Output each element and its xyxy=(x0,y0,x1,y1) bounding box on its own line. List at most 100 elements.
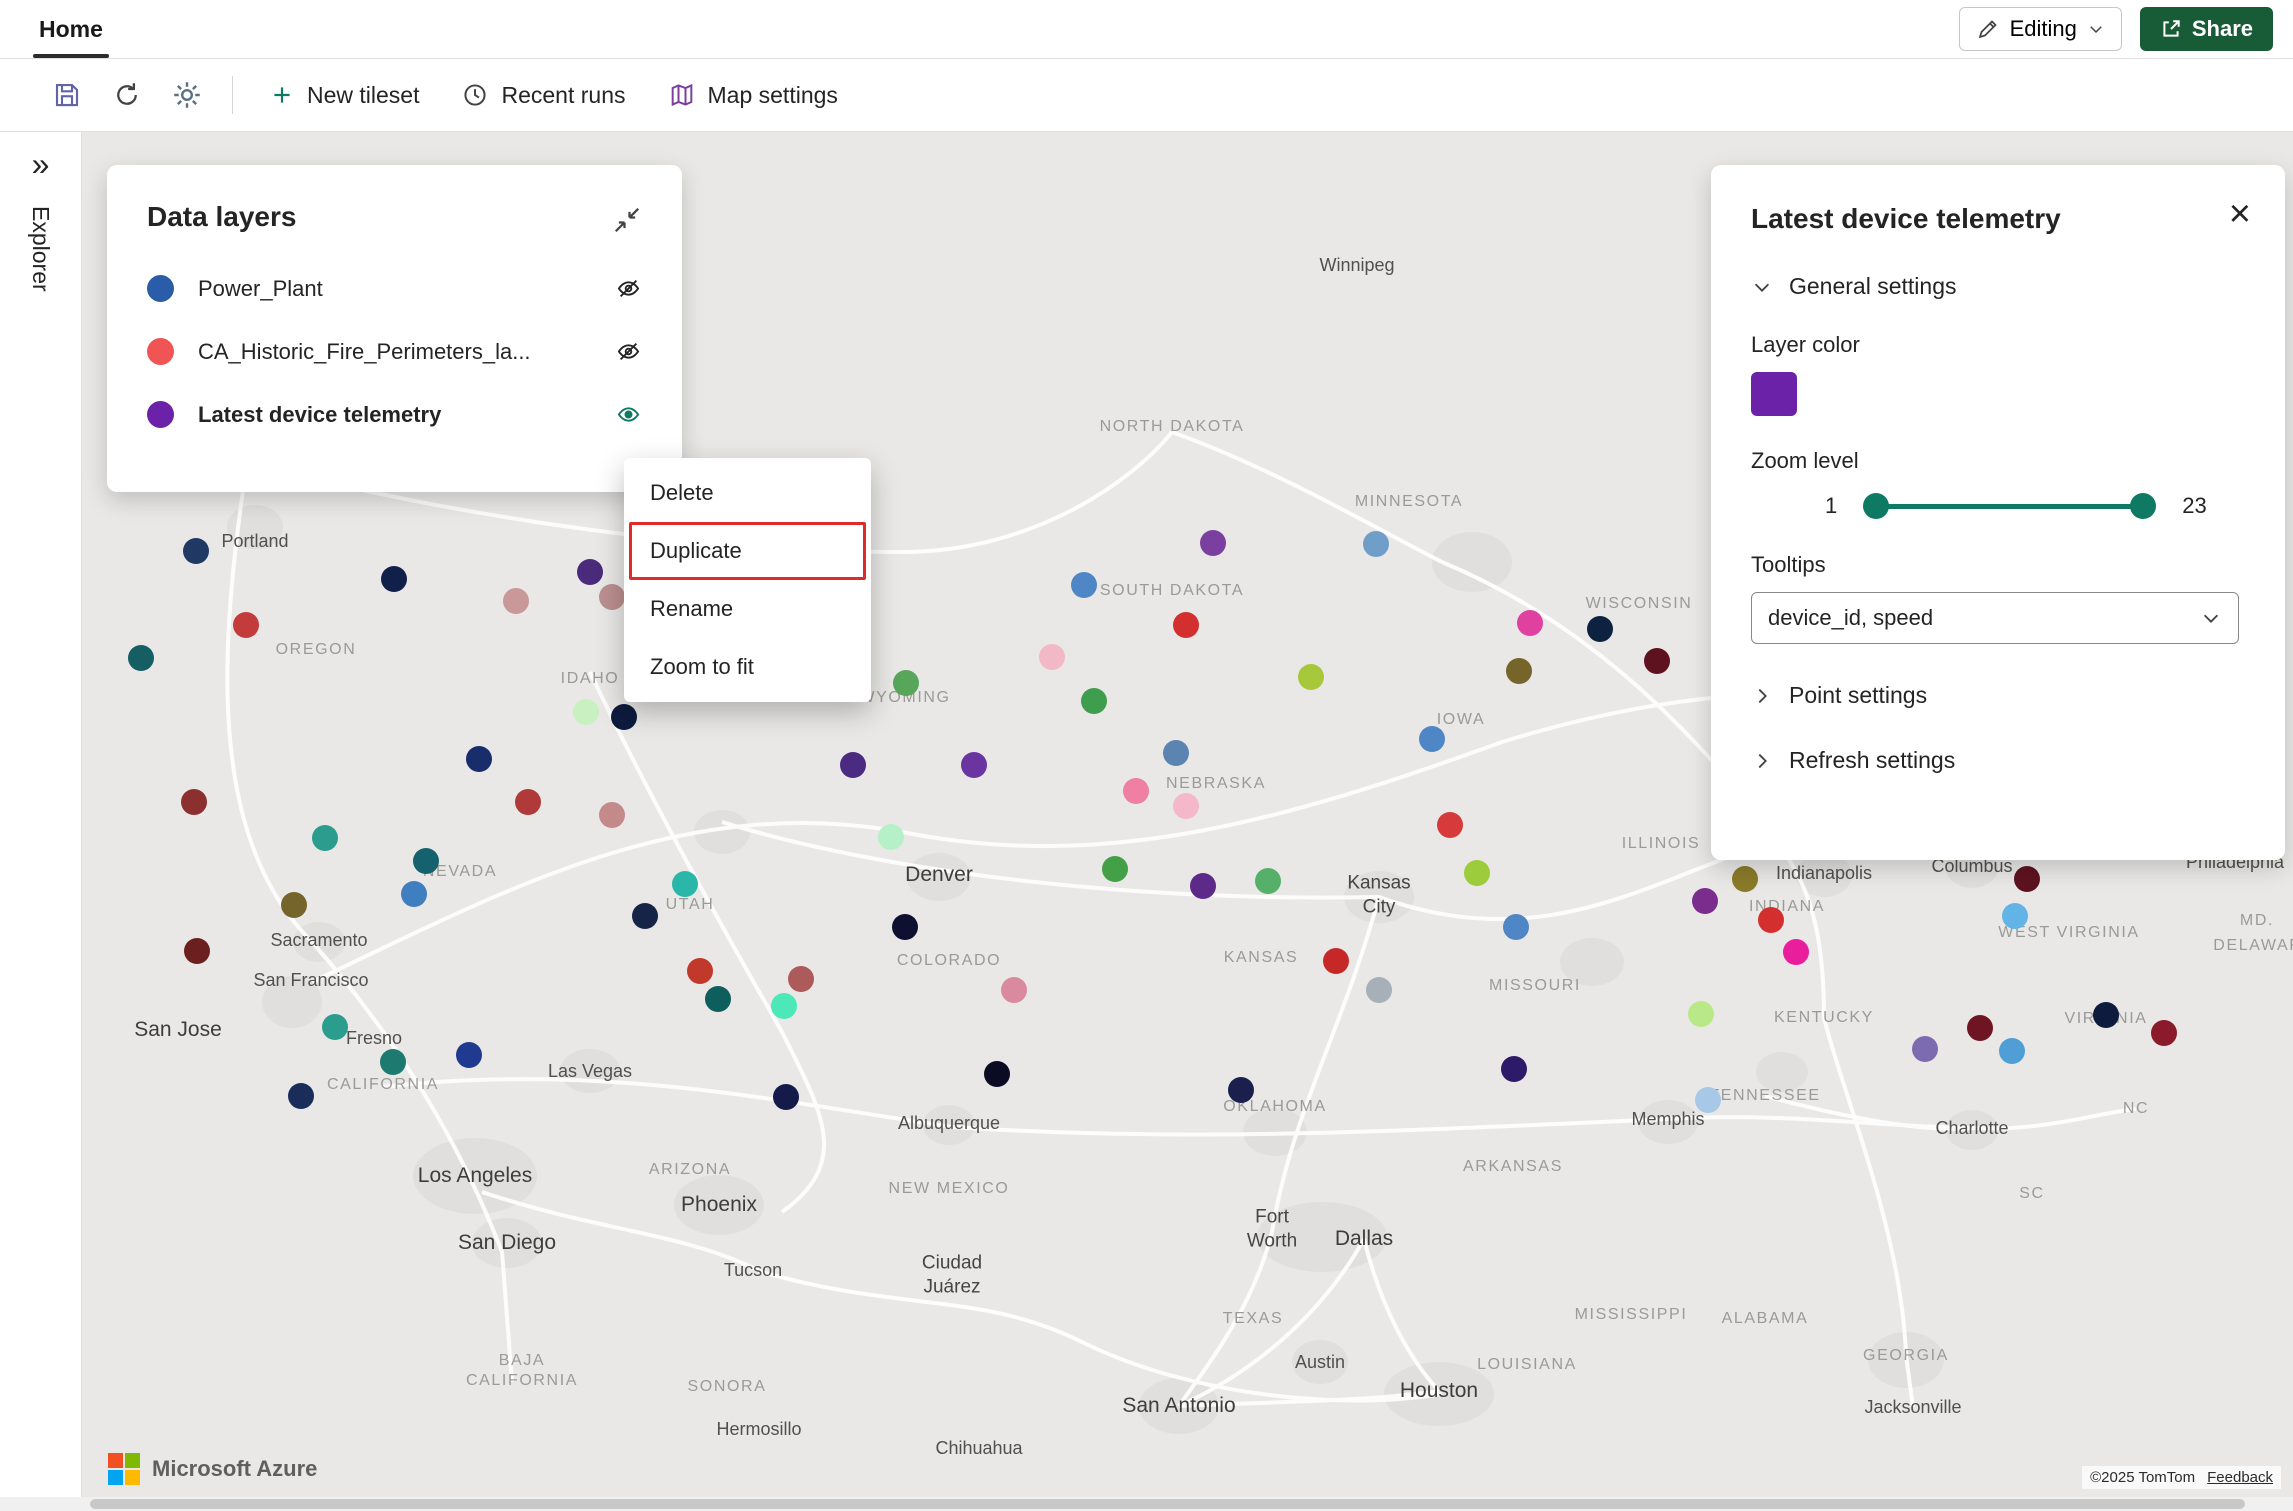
telemetry-point[interactable] xyxy=(1363,531,1389,557)
menu-item-duplicate[interactable]: Duplicate xyxy=(629,522,866,580)
telemetry-point[interactable] xyxy=(773,1084,799,1110)
telemetry-point[interactable] xyxy=(1912,1036,1938,1062)
telemetry-point[interactable] xyxy=(413,848,439,874)
telemetry-point[interactable] xyxy=(892,914,918,940)
telemetry-point[interactable] xyxy=(577,559,603,585)
telemetry-point[interactable] xyxy=(1695,1087,1721,1113)
telemetry-point[interactable] xyxy=(984,1061,1010,1087)
telemetry-point[interactable] xyxy=(1517,610,1543,636)
recent-runs-button[interactable]: Recent runs xyxy=(443,68,643,122)
telemetry-point[interactable] xyxy=(1732,866,1758,892)
telemetry-point[interactable] xyxy=(705,986,731,1012)
layer-row[interactable]: Latest device telemetry xyxy=(147,401,642,428)
telemetry-point[interactable] xyxy=(1039,644,1065,670)
zoom-slider[interactable] xyxy=(1863,492,2157,520)
telemetry-point[interactable] xyxy=(788,966,814,992)
refresh-icon[interactable] xyxy=(100,68,154,122)
telemetry-point[interactable] xyxy=(1692,888,1718,914)
telemetry-point[interactable] xyxy=(381,566,407,592)
zoom-slider-handle-min[interactable] xyxy=(1863,493,1890,519)
telemetry-point[interactable] xyxy=(128,645,154,671)
telemetry-point[interactable] xyxy=(2151,1020,2177,1046)
visibility-off-icon[interactable] xyxy=(615,338,642,365)
telemetry-point[interactable] xyxy=(181,789,207,815)
telemetry-point[interactable] xyxy=(1688,1001,1714,1027)
collapse-icon[interactable] xyxy=(612,205,642,240)
telemetry-point[interactable] xyxy=(1503,914,1529,940)
menu-item-zoom-to-fit[interactable]: Zoom to fit xyxy=(629,638,866,696)
telemetry-point[interactable] xyxy=(961,752,987,778)
telemetry-point[interactable] xyxy=(1163,740,1189,766)
telemetry-point[interactable] xyxy=(288,1083,314,1109)
new-tileset-button[interactable]: New tileset xyxy=(251,68,437,122)
telemetry-point[interactable] xyxy=(2093,1002,2119,1028)
telemetry-point[interactable] xyxy=(1071,572,1097,598)
telemetry-point[interactable] xyxy=(466,746,492,772)
telemetry-point[interactable] xyxy=(1587,616,1613,642)
telemetry-point[interactable] xyxy=(893,670,919,696)
telemetry-point[interactable] xyxy=(1255,868,1281,894)
telemetry-point[interactable] xyxy=(1001,977,1027,1003)
telemetry-point[interactable] xyxy=(515,789,541,815)
telemetry-point[interactable] xyxy=(184,938,210,964)
layer-color-swatch[interactable] xyxy=(1751,372,1797,416)
editing-dropdown-button[interactable]: Editing xyxy=(1958,7,2122,51)
telemetry-point[interactable] xyxy=(503,588,529,614)
telemetry-point[interactable] xyxy=(380,1049,406,1075)
telemetry-point[interactable] xyxy=(281,892,307,918)
telemetry-point[interactable] xyxy=(322,1014,348,1040)
tooltips-dropdown[interactable]: device_id, speed xyxy=(1751,592,2239,644)
telemetry-point[interactable] xyxy=(1081,688,1107,714)
telemetry-point[interactable] xyxy=(1419,726,1445,752)
tab-home[interactable]: Home xyxy=(33,0,109,58)
visibility-on-icon[interactable] xyxy=(615,401,642,428)
telemetry-point[interactable] xyxy=(1506,658,1532,684)
telemetry-point[interactable] xyxy=(401,881,427,907)
telemetry-point[interactable] xyxy=(573,699,599,725)
telemetry-point[interactable] xyxy=(1999,1038,2025,1064)
telemetry-point[interactable] xyxy=(1967,1015,1993,1041)
feedback-link[interactable]: Feedback xyxy=(2207,1469,2273,1486)
expand-explorer-icon[interactable]: » xyxy=(31,146,50,182)
telemetry-point[interactable] xyxy=(632,903,658,929)
telemetry-point[interactable] xyxy=(1783,939,1809,965)
telemetry-point[interactable] xyxy=(1173,612,1199,638)
telemetry-point[interactable] xyxy=(2014,866,2040,892)
telemetry-point[interactable] xyxy=(312,825,338,851)
point-settings-section[interactable]: Point settings xyxy=(1751,682,2245,709)
telemetry-point[interactable] xyxy=(1758,907,1784,933)
menu-item-rename[interactable]: Rename xyxy=(629,580,866,638)
layer-row[interactable]: Power_Plant xyxy=(147,275,642,302)
telemetry-point[interactable] xyxy=(1323,948,1349,974)
visibility-off-icon[interactable] xyxy=(615,275,642,302)
telemetry-point[interactable] xyxy=(672,871,698,897)
layer-row[interactable]: CA_Historic_Fire_Perimeters_la... xyxy=(147,338,642,365)
telemetry-point[interactable] xyxy=(878,824,904,850)
telemetry-point[interactable] xyxy=(1228,1077,1254,1103)
telemetry-point[interactable] xyxy=(599,584,625,610)
gear-icon[interactable] xyxy=(160,68,214,122)
share-button[interactable]: Share xyxy=(2139,7,2273,51)
telemetry-point[interactable] xyxy=(1644,648,1670,674)
telemetry-point[interactable] xyxy=(456,1042,482,1068)
telemetry-point[interactable] xyxy=(233,612,259,638)
telemetry-point[interactable] xyxy=(1190,873,1216,899)
save-icon[interactable] xyxy=(40,68,94,122)
refresh-settings-section[interactable]: Refresh settings xyxy=(1751,747,2245,774)
telemetry-point[interactable] xyxy=(1173,793,1199,819)
telemetry-point[interactable] xyxy=(1437,812,1463,838)
telemetry-point[interactable] xyxy=(687,958,713,984)
general-settings-section[interactable]: General settings xyxy=(1751,273,2245,300)
zoom-slider-handle-max[interactable] xyxy=(2130,493,2157,519)
map-settings-button[interactable]: Map settings xyxy=(650,68,856,122)
telemetry-point[interactable] xyxy=(1501,1056,1527,1082)
telemetry-point[interactable] xyxy=(840,752,866,778)
telemetry-point[interactable] xyxy=(611,704,637,730)
close-icon[interactable]: × xyxy=(2228,193,2251,235)
telemetry-point[interactable] xyxy=(599,802,625,828)
telemetry-point[interactable] xyxy=(1298,664,1324,690)
telemetry-point[interactable] xyxy=(1366,977,1392,1003)
menu-item-delete[interactable]: Delete xyxy=(629,464,866,522)
telemetry-point[interactable] xyxy=(2002,903,2028,929)
horizontal-scrollbar-thumb[interactable] xyxy=(90,1499,2245,1509)
